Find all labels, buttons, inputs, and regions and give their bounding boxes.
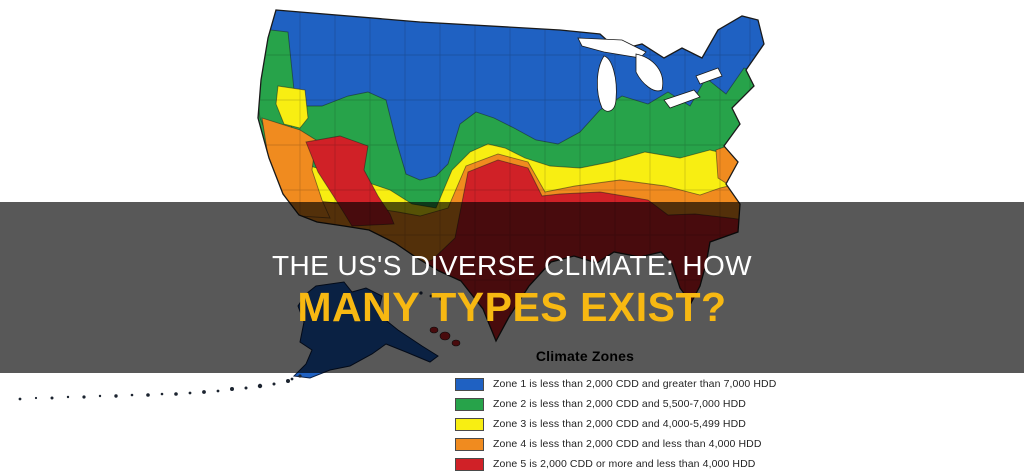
map-california-yellow-patch (275, 85, 309, 129)
legend-item: Zone 5 is 2,000 CDD or more and less tha… (455, 454, 776, 472)
legend-swatch-zone5 (455, 457, 484, 471)
legend-swatch-zone3 (455, 417, 484, 431)
legend-label: Zone 4 is less than 2,000 CDD and less t… (493, 438, 762, 450)
aleutian-islands (18, 374, 302, 401)
legend-swatch-zone2 (455, 397, 484, 411)
legend-item: Zone 3 is less than 2,000 CDD and 4,000-… (455, 414, 776, 434)
legend-label: Zone 5 is 2,000 CDD or more and less tha… (493, 458, 756, 470)
legend-swatch-zone1 (455, 377, 484, 391)
great-lakes (577, 37, 723, 112)
legend-label: Zone 3 is less than 2,000 CDD and 4,000-… (493, 418, 746, 430)
legend-item: Zone 2 is less than 2,000 CDD and 5,500-… (455, 394, 776, 414)
climate-zones-legend: Zone 1 is less than 2,000 CDD and greate… (455, 374, 776, 472)
legend-label: Zone 1 is less than 2,000 CDD and greate… (493, 378, 777, 390)
legend-label: Zone 2 is less than 2,000 CDD and 5,500-… (493, 398, 746, 410)
legend-item: Zone 4 is less than 2,000 CDD and less t… (455, 434, 776, 454)
legend-swatch-zone4 (455, 437, 484, 451)
legend-item: Zone 1 is less than 2,000 CDD and greate… (455, 374, 776, 394)
headline-overlay (0, 202, 1024, 373)
